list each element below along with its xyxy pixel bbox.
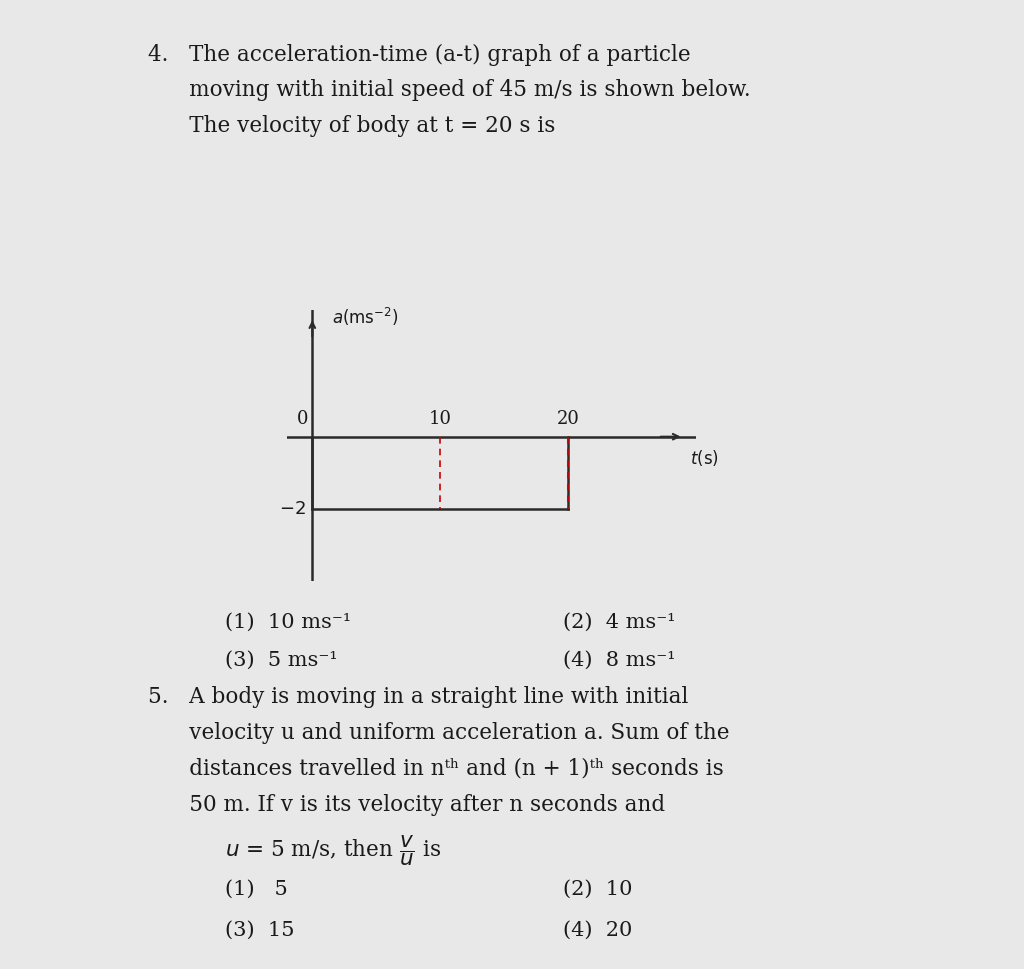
Text: $-2$: $-2$ <box>280 500 306 518</box>
Text: distances travelled in nᵗʰ and (n + 1)ᵗʰ seconds is: distances travelled in nᵗʰ and (n + 1)ᵗʰ… <box>148 758 724 780</box>
Text: 5.   A body is moving in a straight line with initial: 5. A body is moving in a straight line w… <box>148 686 689 708</box>
Text: 0: 0 <box>297 410 308 427</box>
Text: 4.   The acceleration-time (a-t) graph of a particle: 4. The acceleration-time (a-t) graph of … <box>148 44 691 66</box>
Text: The velocity of body at t = 20 s is: The velocity of body at t = 20 s is <box>148 115 556 138</box>
Text: $u$ = 5 m/s, then $\dfrac{v}{u}$ is: $u$ = 5 m/s, then $\dfrac{v}{u}$ is <box>225 833 441 868</box>
Text: (2)  4 ms⁻¹: (2) 4 ms⁻¹ <box>563 612 676 632</box>
Text: 10: 10 <box>429 410 452 427</box>
Text: moving with initial speed of 45 m/s is shown below.: moving with initial speed of 45 m/s is s… <box>148 79 752 102</box>
Text: (4)  20: (4) 20 <box>563 921 633 940</box>
Text: $a(\mathrm{ms}^{-2})$: $a(\mathrm{ms}^{-2})$ <box>332 306 398 328</box>
Text: (4)  8 ms⁻¹: (4) 8 ms⁻¹ <box>563 651 676 671</box>
Text: 50 m. If v is its velocity after n seconds and: 50 m. If v is its velocity after n secon… <box>148 794 666 816</box>
Text: (3)  15: (3) 15 <box>225 921 295 940</box>
Text: velocity u and uniform acceleration a. Sum of the: velocity u and uniform acceleration a. S… <box>148 722 730 744</box>
Text: 20: 20 <box>557 410 580 427</box>
Text: (3)  5 ms⁻¹: (3) 5 ms⁻¹ <box>225 651 338 671</box>
Text: (2)  10: (2) 10 <box>563 880 633 899</box>
Text: (1)   5: (1) 5 <box>225 880 288 899</box>
Text: $t(\mathrm{s})$: $t(\mathrm{s})$ <box>690 448 719 468</box>
Text: (1)  10 ms⁻¹: (1) 10 ms⁻¹ <box>225 612 351 632</box>
